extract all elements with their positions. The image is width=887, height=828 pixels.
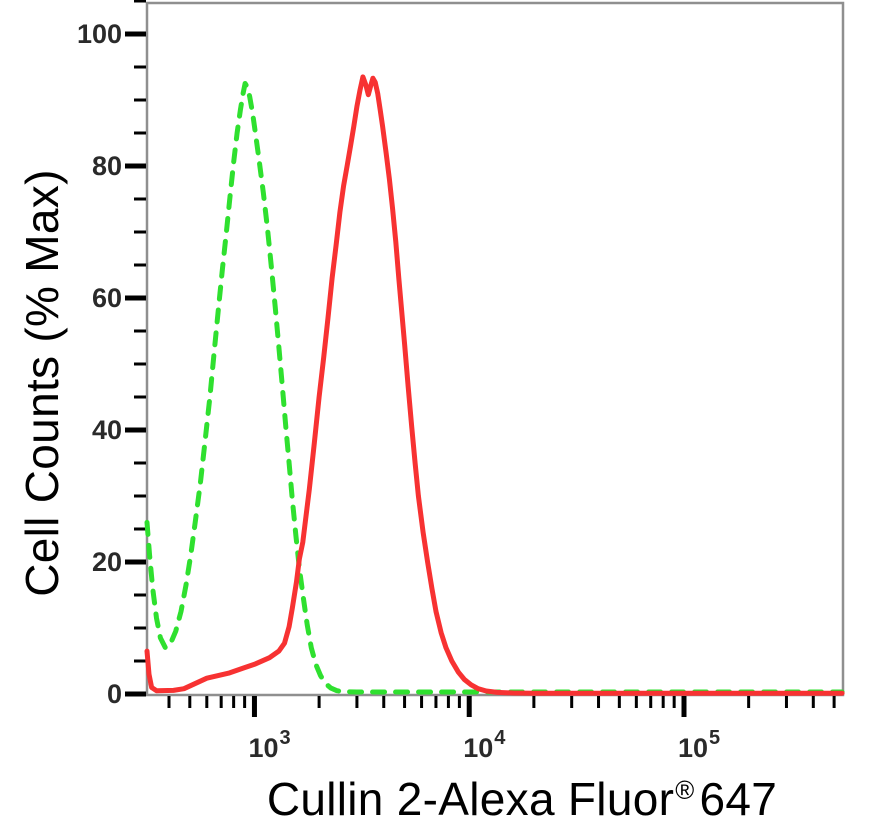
x-axis-ticks: 103 104 105 — [167, 696, 836, 763]
y-tick-label: 100 — [77, 19, 122, 49]
x-axis-title-number: 647 — [699, 773, 778, 825]
y-axis-ticks: 0 20 40 60 80 100 — [77, 0, 146, 709]
y-tick-label: 80 — [92, 151, 122, 181]
x-tick-label-exponent: 5 — [709, 727, 720, 749]
y-tick-label: 60 — [92, 283, 122, 313]
x-axis-title-text: Cullin 2-Alexa Fluor — [266, 773, 675, 825]
x-axis-title: Cullin 2-Alexa Fluor® 647 — [157, 772, 887, 826]
series-green-dashed-curve — [144, 81, 845, 695]
x-tick-label-exponent: 3 — [279, 727, 290, 749]
y-tick-label: 0 — [107, 679, 122, 709]
plot-frame — [145, 1, 845, 697]
x-tick-label: 103 — [248, 727, 290, 763]
x-tick-label-base: 10 — [463, 733, 493, 763]
x-tick-label-base: 10 — [248, 733, 278, 763]
x-tick-label: 105 — [678, 727, 720, 763]
y-axis-title: Cell Counts (% Max) — [16, 169, 68, 597]
registered-trademark-icon: ® — [675, 776, 695, 805]
x-tick-label-base: 10 — [678, 733, 708, 763]
x-tick-label-exponent: 4 — [494, 727, 506, 749]
series-red-solid-curve — [144, 74, 845, 696]
y-tick-label: 40 — [92, 415, 122, 445]
y-tick-label: 20 — [92, 547, 122, 577]
x-tick-label: 104 — [463, 727, 506, 763]
